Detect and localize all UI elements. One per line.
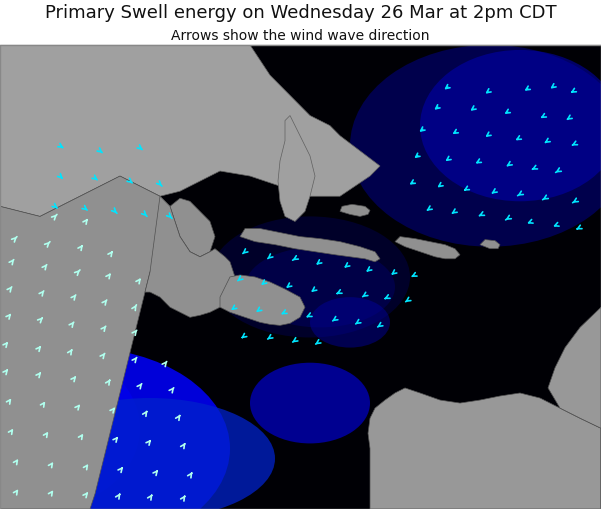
Text: Arrows show the wind wave direction: Arrows show the wind wave direction: [171, 29, 430, 43]
Ellipse shape: [420, 51, 601, 202]
Ellipse shape: [310, 298, 390, 348]
Polygon shape: [145, 197, 235, 318]
Polygon shape: [368, 388, 601, 509]
Polygon shape: [0, 46, 380, 217]
Polygon shape: [395, 237, 460, 259]
Polygon shape: [340, 205, 370, 217]
Polygon shape: [240, 229, 380, 262]
Polygon shape: [278, 116, 315, 222]
Polygon shape: [480, 240, 500, 249]
Polygon shape: [0, 177, 175, 509]
Polygon shape: [220, 275, 305, 326]
Ellipse shape: [210, 217, 410, 338]
Ellipse shape: [25, 398, 275, 509]
Ellipse shape: [250, 363, 370, 443]
Ellipse shape: [0, 348, 140, 509]
Ellipse shape: [350, 46, 601, 247]
Text: Primary Swell energy on Wednesday 26 Mar at 2pm CDT: Primary Swell energy on Wednesday 26 Mar…: [44, 4, 557, 22]
Polygon shape: [548, 307, 601, 509]
Ellipse shape: [0, 348, 230, 509]
Ellipse shape: [245, 247, 395, 328]
Polygon shape: [170, 199, 215, 257]
Ellipse shape: [0, 66, 280, 227]
